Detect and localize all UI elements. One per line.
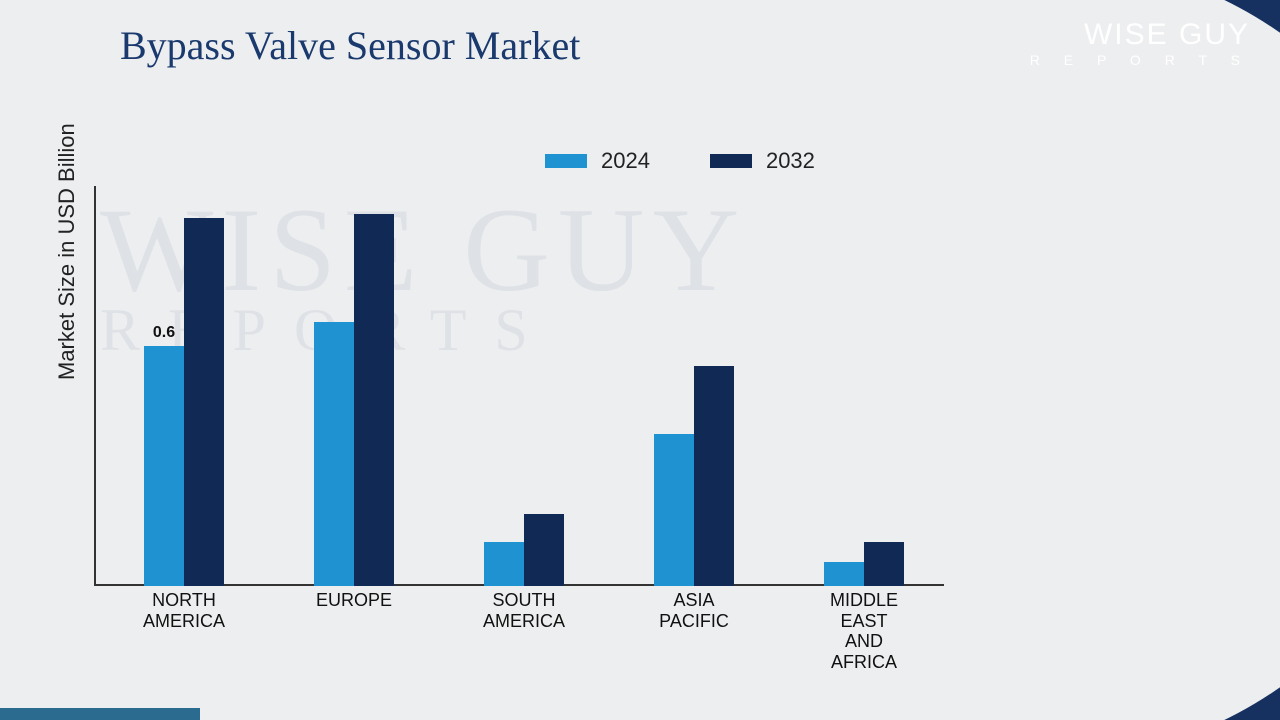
bottom-accent-bar	[0, 708, 200, 720]
y-axis-label: Market Size in USD Billion	[54, 123, 80, 380]
x-axis-label: ASIAPACIFIC	[634, 590, 754, 631]
x-axis-label: NORTHAMERICA	[124, 590, 244, 631]
chart-plot-area: 0.6	[94, 186, 944, 586]
x-axis-label: MIDDLEEASTANDAFRICA	[804, 590, 924, 673]
x-axis-label: SOUTHAMERICA	[464, 590, 584, 631]
bar-group	[484, 514, 564, 586]
bar	[484, 542, 524, 586]
bar	[184, 218, 224, 586]
legend-swatch-2024	[545, 154, 587, 168]
chart-title: Bypass Valve Sensor Market	[120, 22, 580, 69]
legend-item-2032: 2032	[710, 148, 815, 174]
legend-label-2024: 2024	[601, 148, 650, 174]
bar-group	[824, 542, 904, 586]
chart-stage: WISE GUY R E P O R T S Bypass Valve Sens…	[0, 0, 1280, 720]
brand-line-1: WISE GUY	[1030, 18, 1250, 52]
x-axis-label: EUROPE	[294, 590, 414, 611]
bar	[354, 214, 394, 586]
legend-label-2032: 2032	[766, 148, 815, 174]
bar-value-label: 0.6	[153, 324, 175, 342]
bar	[654, 434, 694, 586]
brand-line-2: R E P O R T S	[1030, 52, 1250, 68]
bar	[144, 346, 184, 586]
legend-item-2024: 2024	[545, 148, 650, 174]
bar-group	[144, 218, 224, 586]
bar	[314, 322, 354, 586]
legend: 2024 2032	[545, 148, 815, 174]
bar	[694, 366, 734, 586]
bar-group	[314, 214, 394, 586]
brand-logo: WISE GUY R E P O R T S	[1030, 18, 1250, 68]
bar-group	[654, 366, 734, 586]
y-axis-line	[94, 186, 96, 586]
legend-swatch-2032	[710, 154, 752, 168]
bar	[864, 542, 904, 586]
bar	[824, 562, 864, 586]
bar	[524, 514, 564, 586]
